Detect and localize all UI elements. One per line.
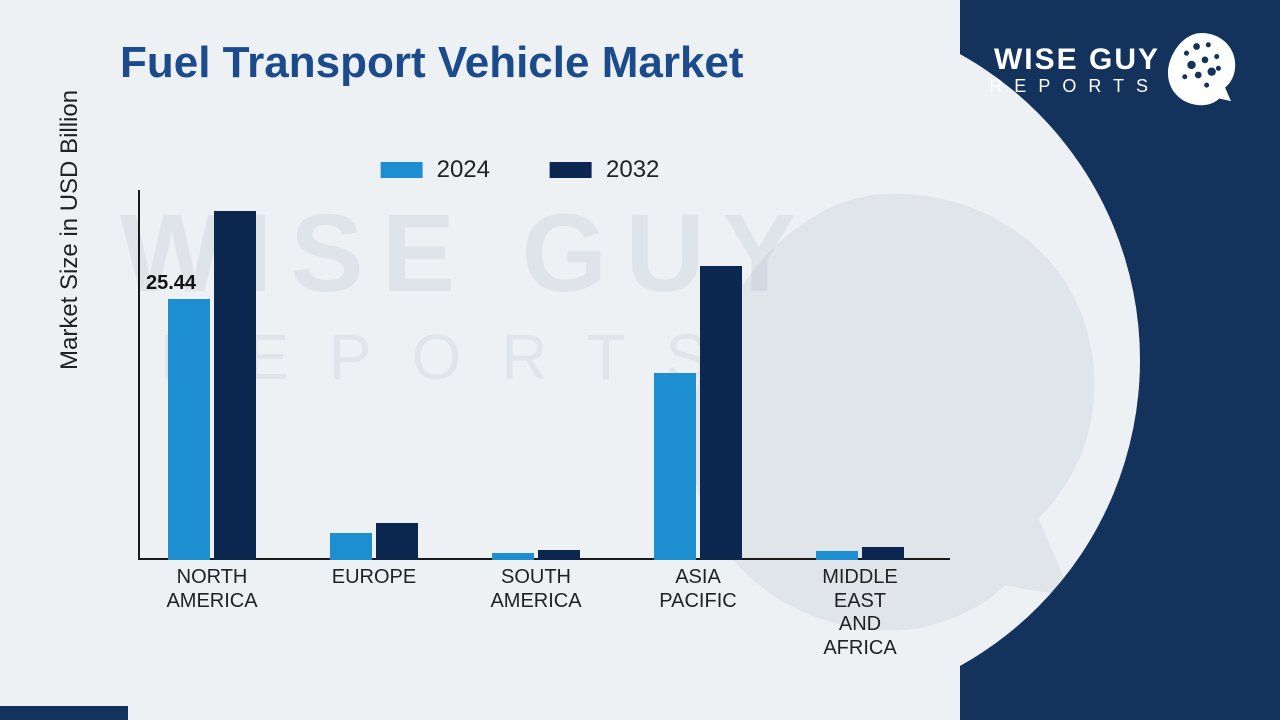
brand-logo: WISE GUY REPORTS	[989, 28, 1252, 112]
bar-group: ASIAPACIFIC	[638, 266, 758, 560]
bar-2024	[816, 551, 858, 560]
logo-head-icon	[1168, 28, 1252, 112]
footer-accent	[0, 706, 128, 720]
legend-swatch-2024	[381, 162, 423, 178]
bar-2032	[538, 550, 580, 560]
category-label: NORTHAMERICA	[132, 560, 292, 613]
legend-label-2032: 2032	[606, 156, 659, 184]
bar-2024	[654, 373, 696, 560]
chart: Market Size in USD Billion 2024 2032 25.…	[90, 160, 950, 660]
bar-2032	[376, 523, 418, 560]
legend: 2024 2032	[381, 156, 660, 184]
legend-label-2024: 2024	[437, 156, 490, 184]
plot-area: 25.44NORTHAMERICA EUROPE SOUTHAMERICA ASIAP…	[138, 190, 950, 560]
logo-line1: WISE GUY	[989, 44, 1160, 76]
bar-2032	[214, 211, 256, 560]
bar-2024	[168, 299, 210, 560]
y-axis-line	[138, 190, 140, 560]
category-label: ASIAPACIFIC	[618, 560, 778, 613]
bar-value-label: 25.44	[146, 272, 196, 295]
legend-item-2032: 2032	[550, 156, 659, 184]
bar-group: 25.44NORTHAMERICA	[152, 211, 272, 560]
chart-title: Fuel Transport Vehicle Market	[120, 38, 744, 88]
legend-item-2024: 2024	[381, 156, 490, 184]
bar-group: EUROPE	[314, 523, 434, 560]
bar-2032	[700, 266, 742, 560]
bar-2032	[862, 547, 904, 560]
bar-2024	[330, 533, 372, 560]
bar-group: MIDDLEEASTANDAFRICA	[800, 547, 920, 560]
logo-text: WISE GUY REPORTS	[989, 44, 1160, 96]
legend-swatch-2032	[550, 162, 592, 178]
category-label: EUROPE	[294, 560, 454, 590]
category-label: MIDDLEEASTANDAFRICA	[780, 560, 940, 660]
bar-2024	[492, 553, 534, 560]
category-label: SOUTHAMERICA	[456, 560, 616, 613]
y-axis-label: Market Size in USD Billion	[56, 90, 84, 370]
bar-group: SOUTHAMERICA	[476, 550, 596, 560]
canvas: WISE GUY REPORTS WISE GUY REPORTS Fuel T…	[0, 0, 1280, 720]
logo-line2: REPORTS	[989, 77, 1160, 96]
